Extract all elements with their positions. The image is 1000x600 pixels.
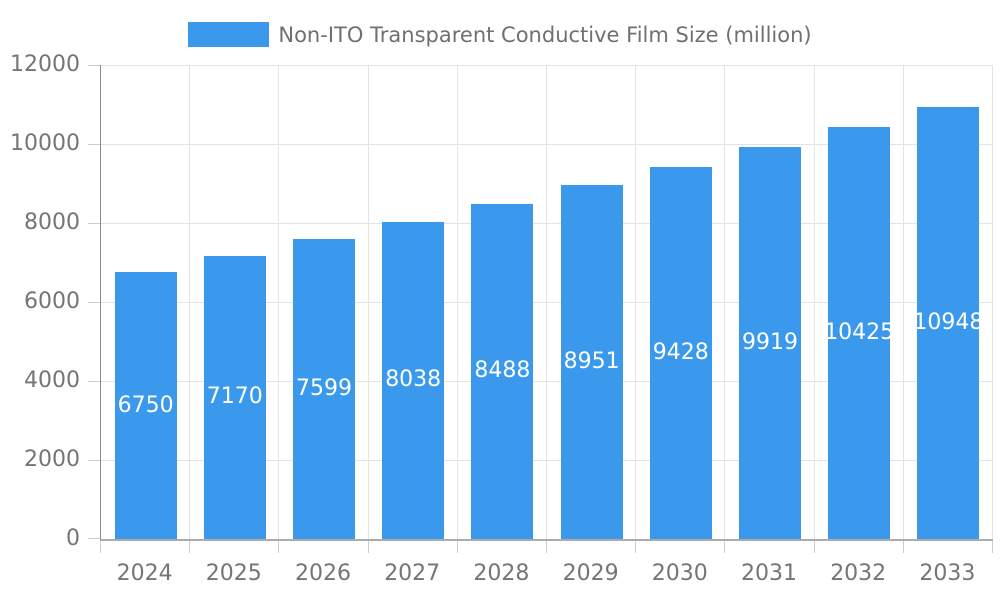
x-tick-label: 2029 [562, 561, 619, 586]
h-gridline [101, 65, 993, 66]
bar[interactable]: 8951 [560, 185, 623, 539]
bar-value-label: 9919 [742, 330, 798, 356]
y-tick-mark [88, 538, 100, 539]
h-gridline [101, 223, 993, 224]
x-tick-label: 2026 [295, 561, 351, 586]
bar-value-label: 8488 [474, 358, 531, 384]
x-tick-mark [278, 541, 280, 553]
y-tick-mark [88, 223, 100, 224]
v-gridline [278, 65, 280, 539]
x-tick-label: 2028 [473, 561, 530, 586]
y-tick-mark [88, 65, 100, 66]
v-gridline [724, 65, 726, 539]
x-tick-mark [813, 541, 815, 553]
v-gridline [456, 65, 458, 539]
x-tick-label: 2027 [384, 561, 441, 586]
y-tick-label: 8000 [24, 210, 80, 235]
y-tick-label: 10000 [10, 131, 80, 156]
x-tick-mark [546, 541, 547, 553]
bar[interactable]: 7599 [293, 238, 355, 539]
v-gridline [189, 65, 191, 539]
bar[interactable]: 7170 [203, 255, 266, 539]
y-tick-mark [88, 144, 100, 145]
x-tick-mark [367, 541, 369, 553]
y-tick-mark [88, 302, 100, 303]
legend-label: Non-ITO Transparent Conductive Film Size… [278, 22, 812, 47]
y-tick-label: 4000 [24, 368, 80, 393]
y-tick-label: 2000 [24, 447, 80, 472]
h-gridline [101, 381, 993, 382]
plot-area: 6750 7170 7599 8038 8488 8951 9428 9919 10425 109… [88, 65, 993, 553]
bar-value-label: 10948 [913, 309, 984, 335]
x-tick-label: 2033 [919, 561, 976, 586]
x-tick-label: 2025 [205, 561, 262, 586]
h-gridline [101, 144, 993, 145]
h-gridline [101, 460, 993, 461]
y-tick-label: 6000 [24, 289, 80, 314]
bar[interactable]: 8038 [382, 221, 445, 539]
y-tick-label: 0 [66, 526, 80, 551]
y-tick-label: 12000 [10, 52, 80, 77]
v-gridline [367, 65, 369, 539]
y-tick-mark [88, 460, 100, 461]
bar[interactable]: 9428 [649, 166, 712, 539]
x-tick-mark [635, 541, 637, 553]
bar-value-label: 6750 [117, 392, 174, 418]
legend[interactable]: Non-ITO Transparent Conductive Film Size… [0, 22, 1000, 47]
x-tick-mark [724, 541, 726, 553]
h-gridline [101, 302, 993, 303]
v-gridline [992, 65, 993, 539]
x-tick-mark [189, 541, 191, 553]
bar-value-label: 7170 [206, 384, 263, 410]
bar[interactable]: 9919 [739, 147, 801, 539]
x-tick-mark [456, 541, 458, 553]
x-tick-label: 2030 [651, 561, 708, 586]
x-tick-label: 2031 [741, 561, 797, 586]
x-tick-mark [902, 541, 904, 553]
v-gridline [902, 65, 904, 539]
bar[interactable]: 8488 [471, 203, 534, 539]
y-tick-mark [88, 381, 100, 382]
bar[interactable]: 10948 [913, 106, 983, 539]
bar-value-label: 8038 [385, 367, 442, 393]
v-gridline [635, 65, 637, 539]
x-tick-label: 2024 [116, 561, 173, 586]
bar[interactable]: 10425 [824, 127, 894, 539]
x-tick-label: 2032 [830, 561, 887, 586]
bar[interactable]: 6750 [114, 272, 177, 539]
x-tick-mark [992, 541, 993, 553]
bar-value-label: 10425 [824, 320, 895, 346]
x-tick-mark [100, 541, 101, 553]
legend-swatch [188, 22, 270, 47]
bar-value-label: 9428 [652, 339, 709, 365]
bar-value-label: 8951 [563, 349, 620, 375]
v-gridline [546, 65, 547, 539]
bar-value-label: 7599 [296, 375, 352, 401]
v-gridline [813, 65, 815, 539]
